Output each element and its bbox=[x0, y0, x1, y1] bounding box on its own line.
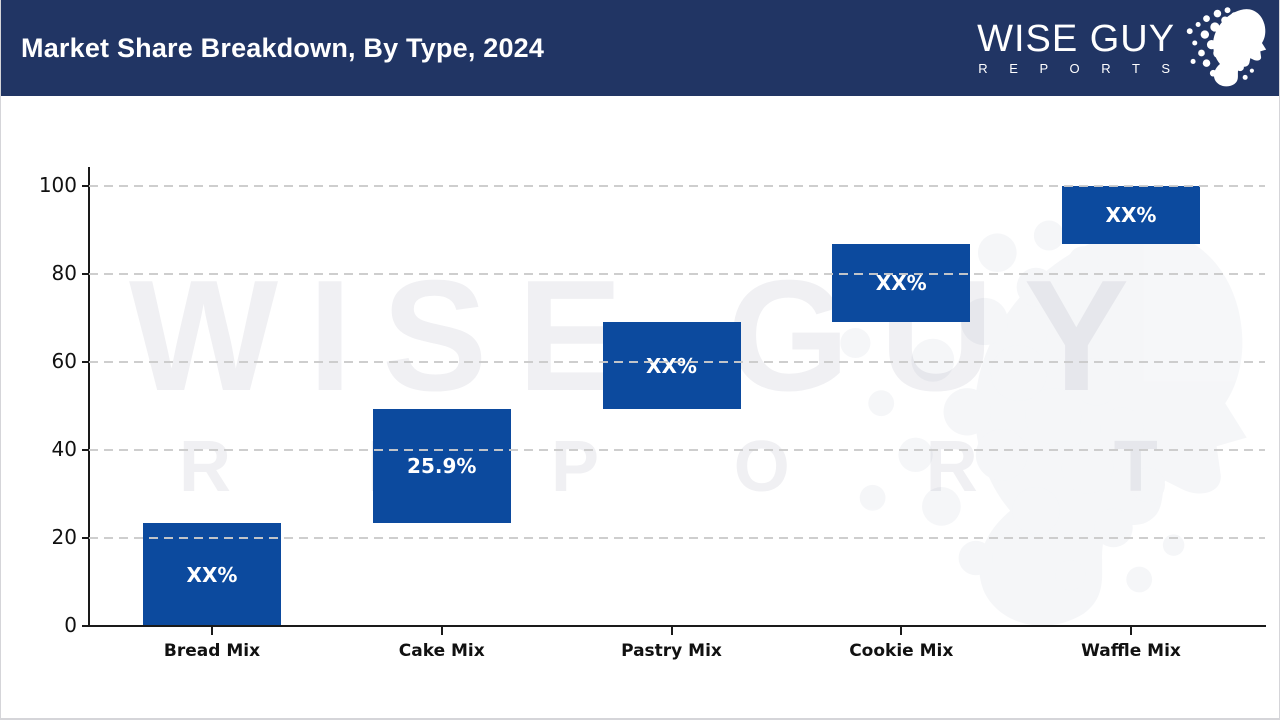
y-axis-line bbox=[88, 167, 90, 627]
y-tick-mark bbox=[82, 185, 89, 187]
x-axis-line bbox=[88, 625, 1266, 627]
bar-value-label: 25.9% bbox=[407, 454, 477, 479]
bar-value-label: XX% bbox=[646, 353, 697, 378]
logo-name: WISE GUY bbox=[977, 18, 1176, 60]
x-tick-mark bbox=[670, 627, 673, 635]
bar-bread-mix bbox=[143, 523, 281, 626]
x-tick-mark bbox=[900, 627, 903, 635]
gridline-y-60 bbox=[89, 361, 1265, 363]
y-tick-label: 20 bbox=[51, 525, 77, 549]
x-category-label: Cookie Mix bbox=[849, 641, 954, 661]
x-category-label: Cake Mix bbox=[398, 641, 485, 661]
y-tick-mark bbox=[82, 537, 89, 539]
y-tick-label: 80 bbox=[51, 261, 77, 285]
bar-cookie-mix bbox=[832, 243, 971, 322]
x-tick-mark bbox=[1130, 627, 1132, 635]
plot-area: WISE GUY R E P O R T S XX% 25.9% XX% XX% XX%… bbox=[1, 96, 1279, 718]
y-tick-mark bbox=[82, 625, 89, 627]
gridline-y-80 bbox=[89, 273, 1265, 275]
x-category-label: Bread Mix bbox=[163, 641, 261, 661]
gridline-y-100 bbox=[89, 185, 1265, 187]
x-tick-mark bbox=[211, 627, 213, 635]
dotted-head-icon bbox=[1186, 7, 1267, 87]
x-category-label: Pastry Mix bbox=[621, 641, 722, 661]
x-category-label: Waffle Mix bbox=[1081, 641, 1181, 661]
header-bar: Market Share Breakdown, By Type, 2024 WI… bbox=[1, 0, 1279, 96]
wise-guy-logo: WISE GUY R E P O R T S bbox=[973, 6, 1269, 90]
logo-text: WISE GUY R E P O R T S bbox=[973, 20, 1179, 76]
chart-title: Market Share Breakdown, By Type, 2024 bbox=[21, 32, 545, 63]
y-tick-label: 100 bbox=[38, 173, 77, 197]
y-tick-mark bbox=[82, 449, 89, 451]
y-tick-mark bbox=[82, 273, 89, 275]
bar-value-label: XX% bbox=[1105, 202, 1157, 227]
y-tick-label: 0 bbox=[64, 613, 77, 637]
bar-waffle-mix bbox=[1062, 186, 1200, 244]
x-tick-mark bbox=[440, 627, 443, 635]
y-tick-mark bbox=[82, 361, 89, 363]
y-tick-label: 40 bbox=[51, 437, 77, 461]
bar-cake-mix bbox=[372, 409, 511, 524]
gridline-y-40 bbox=[89, 449, 1265, 451]
gridline-y-20 bbox=[89, 537, 1265, 539]
bar-value-label: XX% bbox=[186, 562, 238, 587]
bar-value-label: XX% bbox=[875, 270, 927, 295]
y-tick-label: 60 bbox=[51, 349, 77, 373]
logo-tagline: R E P O R T S bbox=[978, 61, 1179, 76]
bar-pastry-mix bbox=[602, 321, 741, 410]
